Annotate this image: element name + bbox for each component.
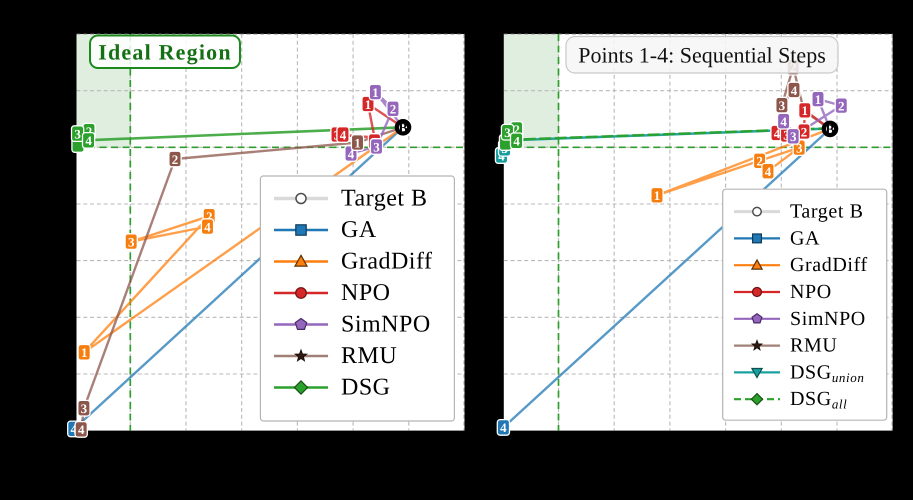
- svg-text:2: 2: [756, 154, 763, 169]
- svg-text:4: 4: [204, 219, 211, 234]
- svg-text:1: 1: [81, 345, 88, 360]
- svg-text:NPO: NPO: [341, 280, 391, 306]
- svg-text:GradDiff: GradDiff: [790, 254, 868, 276]
- svg-text:4: 4: [85, 133, 92, 148]
- svg-text:1: 1: [372, 85, 379, 100]
- svg-text:DSG: DSG: [341, 375, 391, 401]
- svg-text:GA: GA: [341, 217, 377, 243]
- svg-text:1: 1: [354, 135, 361, 150]
- svg-text:RMU: RMU: [341, 343, 397, 369]
- svg-text:Target B: Target B: [790, 201, 864, 223]
- svg-text:4: 4: [513, 134, 520, 149]
- svg-text:3: 3: [81, 401, 88, 416]
- svg-text:4: 4: [348, 146, 355, 161]
- svg-text:4: 4: [340, 127, 347, 142]
- svg-text:4: 4: [791, 83, 798, 98]
- svg-text:2: 2: [86, 124, 93, 139]
- svg-text:2: 2: [801, 124, 808, 139]
- svg-text:3: 3: [790, 129, 797, 144]
- svg-text:Points 1-4: Sequential Steps: Points 1-4: Sequential Steps: [578, 43, 826, 68]
- svg-text:3: 3: [504, 125, 511, 140]
- svg-text:1: 1: [815, 92, 822, 107]
- svg-text:B: B: [398, 121, 407, 136]
- svg-text:GA: GA: [790, 227, 820, 249]
- svg-text:1: 1: [365, 97, 372, 112]
- svg-text:Target B: Target B: [341, 186, 428, 212]
- svg-text:4: 4: [780, 114, 787, 129]
- svg-text:1: 1: [654, 188, 661, 203]
- svg-text:3: 3: [779, 98, 786, 113]
- svg-text:Ideal Region: Ideal Region: [98, 40, 232, 65]
- svg-text:GradDiff: GradDiff: [341, 249, 433, 275]
- svg-text:2: 2: [838, 98, 845, 113]
- svg-text:B: B: [825, 123, 834, 138]
- svg-text:2: 2: [206, 209, 213, 224]
- svg-text:3: 3: [74, 126, 81, 141]
- svg-text:4: 4: [500, 420, 507, 435]
- svg-text:RMU: RMU: [790, 335, 837, 357]
- svg-text:SimNPO: SimNPO: [790, 308, 866, 330]
- svg-text:4: 4: [71, 422, 78, 437]
- svg-text:SimNPO: SimNPO: [341, 312, 431, 338]
- svg-text:2: 2: [390, 102, 397, 117]
- svg-text:NPO: NPO: [790, 281, 832, 303]
- svg-text:3: 3: [796, 140, 803, 155]
- svg-text:4: 4: [774, 126, 781, 141]
- svg-text:2: 2: [172, 152, 179, 167]
- svg-text:3: 3: [128, 234, 135, 249]
- svg-text:2: 2: [513, 122, 520, 137]
- svg-text:4: 4: [78, 422, 85, 437]
- svg-text:1: 1: [802, 103, 809, 118]
- svg-text:4: 4: [765, 164, 772, 179]
- svg-text:3: 3: [373, 139, 380, 154]
